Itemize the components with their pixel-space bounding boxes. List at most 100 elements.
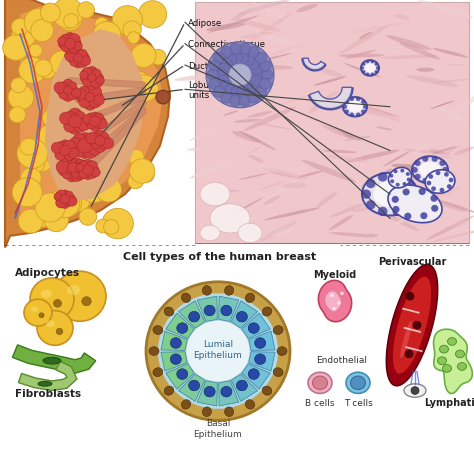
Circle shape bbox=[128, 33, 140, 45]
Circle shape bbox=[80, 148, 91, 159]
Ellipse shape bbox=[248, 147, 262, 154]
Ellipse shape bbox=[248, 156, 264, 163]
Circle shape bbox=[378, 207, 387, 217]
Circle shape bbox=[189, 380, 200, 391]
Circle shape bbox=[39, 313, 44, 318]
Ellipse shape bbox=[237, 8, 274, 13]
Ellipse shape bbox=[351, 205, 381, 212]
Circle shape bbox=[54, 193, 62, 201]
Circle shape bbox=[442, 167, 448, 173]
Ellipse shape bbox=[419, 162, 441, 179]
Ellipse shape bbox=[276, 91, 324, 106]
Ellipse shape bbox=[164, 307, 174, 316]
Text: Adipose: Adipose bbox=[188, 19, 222, 28]
Ellipse shape bbox=[426, 146, 461, 166]
Ellipse shape bbox=[250, 71, 265, 81]
Circle shape bbox=[54, 300, 62, 308]
Circle shape bbox=[75, 166, 84, 175]
Circle shape bbox=[39, 63, 56, 80]
Circle shape bbox=[77, 58, 87, 68]
Ellipse shape bbox=[418, 1, 473, 19]
Circle shape bbox=[46, 101, 76, 131]
Ellipse shape bbox=[429, 149, 453, 159]
Circle shape bbox=[239, 96, 250, 107]
Ellipse shape bbox=[282, 183, 307, 189]
Polygon shape bbox=[219, 381, 239, 406]
Circle shape bbox=[420, 213, 428, 220]
Circle shape bbox=[57, 155, 86, 182]
Circle shape bbox=[138, 2, 167, 29]
Circle shape bbox=[77, 119, 91, 131]
Circle shape bbox=[76, 172, 84, 180]
Polygon shape bbox=[179, 301, 205, 329]
Ellipse shape bbox=[392, 143, 422, 150]
Circle shape bbox=[79, 87, 91, 99]
Circle shape bbox=[447, 185, 452, 189]
Circle shape bbox=[88, 143, 101, 156]
Circle shape bbox=[209, 61, 220, 72]
Polygon shape bbox=[319, 281, 352, 322]
Text: Lobular
units: Lobular units bbox=[188, 81, 220, 100]
Circle shape bbox=[209, 79, 220, 90]
Ellipse shape bbox=[350, 376, 365, 390]
Circle shape bbox=[415, 161, 421, 167]
Circle shape bbox=[88, 170, 97, 179]
Ellipse shape bbox=[313, 77, 346, 86]
Ellipse shape bbox=[329, 200, 374, 218]
Circle shape bbox=[104, 220, 119, 235]
Ellipse shape bbox=[316, 192, 337, 208]
Text: Lymphatic: Lymphatic bbox=[424, 397, 474, 407]
Ellipse shape bbox=[46, 320, 55, 328]
Circle shape bbox=[402, 182, 407, 187]
Text: Perivascular: Perivascular bbox=[378, 256, 446, 266]
Polygon shape bbox=[242, 313, 270, 339]
Circle shape bbox=[220, 93, 232, 104]
Ellipse shape bbox=[223, 111, 238, 116]
Circle shape bbox=[65, 192, 73, 200]
Circle shape bbox=[204, 306, 215, 316]
Circle shape bbox=[51, 143, 63, 154]
Circle shape bbox=[350, 113, 354, 117]
Ellipse shape bbox=[149, 347, 159, 356]
Ellipse shape bbox=[344, 136, 371, 142]
Circle shape bbox=[54, 83, 66, 94]
Circle shape bbox=[102, 209, 133, 239]
Polygon shape bbox=[249, 352, 275, 371]
Ellipse shape bbox=[407, 184, 445, 211]
Ellipse shape bbox=[266, 180, 299, 201]
Circle shape bbox=[95, 136, 105, 147]
Circle shape bbox=[97, 22, 118, 43]
Ellipse shape bbox=[349, 107, 394, 117]
Ellipse shape bbox=[339, 115, 372, 126]
Circle shape bbox=[204, 386, 215, 397]
Circle shape bbox=[54, 147, 63, 156]
Circle shape bbox=[255, 354, 265, 364]
Ellipse shape bbox=[375, 127, 393, 131]
Circle shape bbox=[80, 73, 91, 84]
Ellipse shape bbox=[153, 326, 163, 335]
Ellipse shape bbox=[273, 368, 283, 377]
Circle shape bbox=[44, 209, 68, 232]
Ellipse shape bbox=[438, 357, 447, 365]
Ellipse shape bbox=[210, 204, 250, 233]
Circle shape bbox=[392, 197, 399, 203]
Circle shape bbox=[76, 91, 90, 104]
Text: Basal
Epithelium: Basal Epithelium bbox=[193, 418, 242, 438]
Circle shape bbox=[56, 161, 70, 174]
Circle shape bbox=[3, 36, 29, 61]
Circle shape bbox=[88, 86, 102, 100]
Ellipse shape bbox=[383, 152, 410, 167]
Polygon shape bbox=[386, 265, 438, 386]
Circle shape bbox=[91, 142, 100, 150]
Circle shape bbox=[428, 175, 433, 179]
Circle shape bbox=[221, 386, 232, 397]
Bar bbox=[195, 3, 469, 243]
Circle shape bbox=[65, 195, 75, 204]
Circle shape bbox=[74, 61, 82, 69]
Circle shape bbox=[371, 73, 374, 77]
Circle shape bbox=[67, 90, 78, 101]
Circle shape bbox=[405, 350, 413, 358]
Circle shape bbox=[86, 114, 96, 123]
Circle shape bbox=[389, 174, 393, 178]
Circle shape bbox=[60, 146, 71, 157]
